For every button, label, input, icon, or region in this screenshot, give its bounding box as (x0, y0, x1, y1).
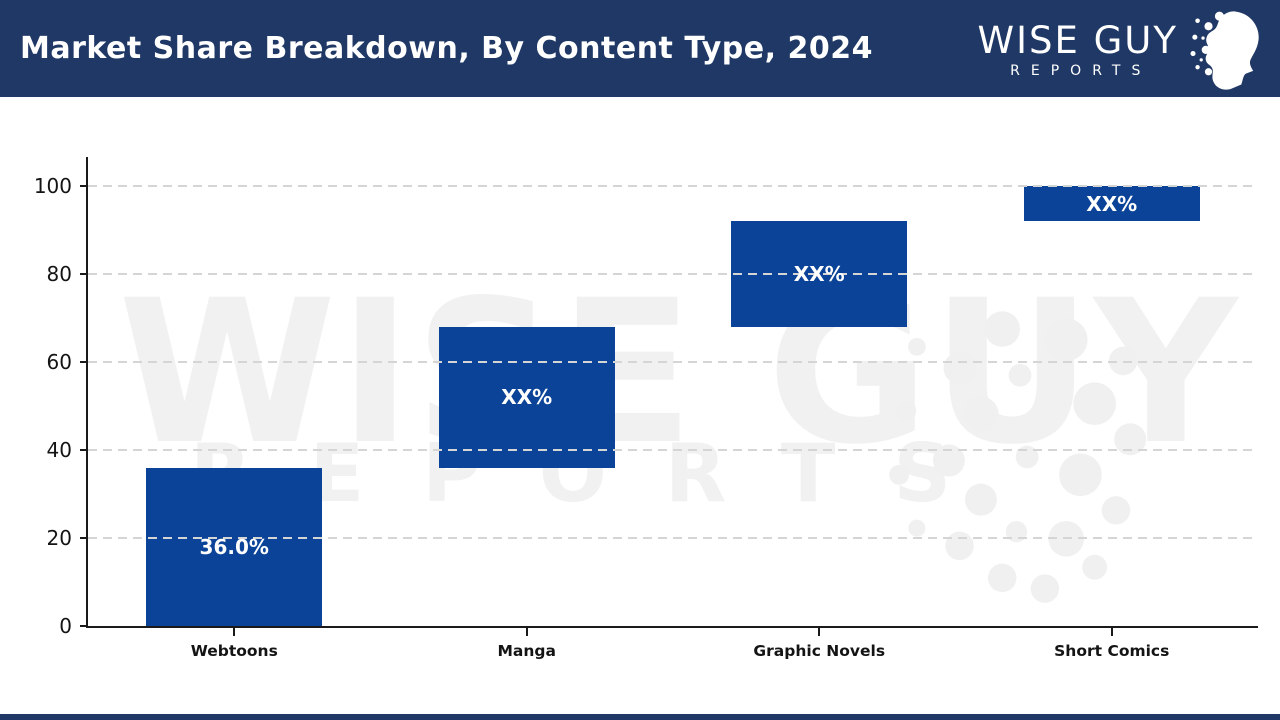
y-tick (80, 625, 88, 627)
header-bar: Market Share Breakdown, By Content Type,… (0, 0, 1280, 97)
y-tick (80, 361, 88, 363)
logo-wordmark: WISE GUY (977, 19, 1178, 62)
x-tick (818, 628, 821, 636)
x-axis-line (86, 626, 1258, 628)
x-tick-label: Graphic Novels (753, 642, 886, 660)
y-tick-label: 20 (46, 526, 72, 550)
bar-value-label: XX% (501, 385, 553, 410)
y-tick-label: 0 (59, 614, 72, 638)
y-axis-line (86, 157, 88, 628)
y-tick (80, 185, 88, 187)
bar-value-label: XX% (793, 262, 845, 286)
gridline (88, 449, 1258, 451)
bar-segment (1023, 186, 1200, 222)
gridline (88, 361, 1258, 363)
gridline (88, 273, 1258, 275)
logo-subtext: REPORTS (1010, 63, 1152, 79)
x-tick (525, 628, 528, 636)
gridline (88, 185, 1258, 187)
gridline (88, 537, 1258, 539)
watermark-face-icon (889, 311, 1147, 603)
y-tick-label: 60 (46, 350, 72, 374)
logo-face-icon (1190, 11, 1259, 90)
footer-bar (0, 714, 1280, 720)
bar-segment (146, 467, 323, 626)
x-tick (233, 628, 236, 636)
x-tick-label: Short Comics (1054, 642, 1170, 660)
y-tick-label: 40 (46, 438, 72, 462)
y-tick-label: 80 (46, 262, 72, 286)
y-tick (80, 537, 88, 539)
x-tick-label: Manga (497, 642, 556, 660)
y-tick-label: 100 (33, 174, 72, 198)
x-tick-label: Webtoons (190, 642, 278, 660)
bar-value-label: XX% (1086, 191, 1138, 216)
chart-area: WISE GUY REPORTS 36.0 (0, 97, 1280, 714)
bar-value-label: 36.0% (199, 534, 269, 559)
x-tick (1110, 628, 1113, 636)
bar-segment (438, 326, 615, 468)
y-tick (80, 449, 88, 451)
y-tick (80, 273, 88, 275)
page-title: Market Share Breakdown, By Content Type,… (20, 31, 873, 66)
watermark-wordmark: WISE GUY (118, 257, 1240, 488)
brand-logo: WISE GUY REPORTS (978, 8, 1266, 90)
